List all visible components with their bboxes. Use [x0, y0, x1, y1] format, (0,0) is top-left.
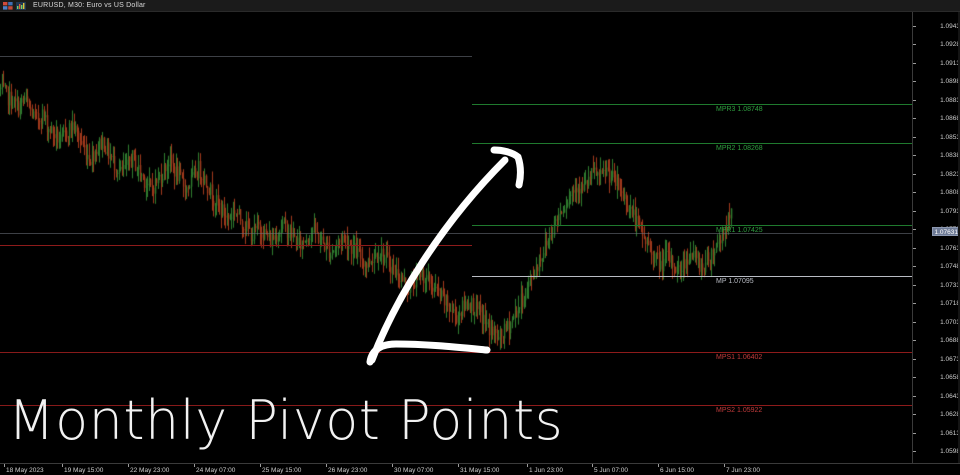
price-tick-label: 1.0748 [940, 263, 960, 270]
chart-icon[interactable] [16, 1, 26, 10]
caption-text: Monthly Pivot Points [8, 389, 564, 452]
time-tick-label: 1 Jun 23:00 [529, 467, 563, 474]
time-tick-mark [260, 464, 261, 467]
window-titlebar: EURUSD, M30: Euro vs US Dollar [0, 0, 960, 12]
time-tick-mark [194, 464, 195, 467]
price-tick-mark [913, 63, 916, 64]
price-tick-label: 1.0913 [940, 60, 960, 67]
price-tick-mark [913, 174, 916, 175]
price-tick-mark [913, 285, 916, 286]
price-tick-label: 1.0808 [940, 189, 960, 196]
time-tick-mark [62, 464, 63, 467]
time-tick-label: 5 Jun 07:00 [594, 467, 628, 474]
time-tick-label: 30 May 07:00 [394, 467, 434, 474]
time-tick-mark [724, 464, 725, 467]
pivot-line-mpr1 [472, 225, 912, 226]
price-tick-label: 1.0823 [940, 171, 960, 178]
price-tick-mark [913, 192, 916, 193]
price-tick-mark [913, 81, 916, 82]
price-tick-label: 1.0613 [940, 430, 960, 437]
time-tick-mark [4, 464, 5, 467]
pivot-label-mps2: MPS2 1.05922 [716, 407, 763, 414]
pivot-line-mps1-left [0, 352, 472, 353]
time-axis[interactable]: 18 May 2023 19 May 15:00 22 May 23:00 24 Ma… [0, 463, 960, 475]
time-tick-mark [392, 464, 393, 467]
guide-line [0, 56, 472, 57]
price-tick-label: 1.0718 [940, 300, 960, 307]
pivot-line-mpr3 [472, 104, 912, 105]
chart-plot-area[interactable]: MPR3 1.08748 MPR2 1.08268 MPR1 1.07425 MP 1… [0, 12, 912, 463]
price-tick-mark [913, 303, 916, 304]
price-tick-label: 1.0673 [940, 356, 960, 363]
pivot-line-historic [0, 245, 472, 246]
time-tick-label: 31 May 15:00 [460, 467, 500, 474]
right-edge-strip [958, 12, 960, 463]
price-tick-label: 1.0598 [940, 448, 960, 455]
price-tick-label: 1.0643 [940, 393, 960, 400]
pivot-label-mpr2: MPR2 1.08268 [716, 145, 763, 152]
time-tick-label: 6 Jun 15:00 [660, 467, 694, 474]
price-tick-mark [913, 137, 916, 138]
price-tick-label: 1.0703 [940, 319, 960, 326]
time-tick-label: 26 May 23:00 [328, 467, 368, 474]
price-tick-mark [913, 229, 916, 230]
price-tick-label: 1.0628 [940, 411, 960, 418]
time-tick-label: 22 May 23:00 [130, 467, 170, 474]
pivot-line-mps2 [472, 405, 912, 406]
time-tick-mark [592, 464, 593, 467]
price-tick-mark [913, 377, 916, 378]
price-tick-label: 1.0838 [940, 152, 960, 159]
price-tick-mark [913, 340, 916, 341]
time-tick-label: 25 May 15:00 [262, 467, 302, 474]
price-tick-mark [913, 396, 916, 397]
price-tick-mark [913, 451, 916, 452]
time-tick-mark [527, 464, 528, 467]
pivot-label-mpr1: MPR1 1.07425 [716, 227, 763, 234]
price-tick-mark [913, 266, 916, 267]
time-tick-label: 7 Jun 23:00 [726, 467, 760, 474]
time-tick-label: 18 May 2023 [6, 467, 44, 474]
price-tick-label: 1.0688 [940, 337, 960, 344]
pivot-label-mps1: MPS1 1.06402 [716, 354, 763, 361]
price-tick-label: 1.0763 [940, 245, 960, 252]
price-tick-mark [913, 414, 916, 415]
pivot-label-mpr3: MPR3 1.08748 [716, 106, 763, 113]
price-tick-mark [913, 100, 916, 101]
price-tick-mark [913, 248, 916, 249]
current-price-label: 1.07631 [931, 227, 960, 236]
price-tick-mark [913, 359, 916, 360]
grid-icon[interactable] [3, 1, 13, 10]
pivot-label-mp: MP 1.07095 [716, 278, 754, 285]
price-tick-label: 1.0658 [940, 374, 960, 381]
pivot-line-mps2-left [0, 405, 472, 406]
price-tick-mark [913, 433, 916, 434]
price-tick-label: 1.0928 [940, 41, 960, 48]
guide-line [0, 233, 912, 234]
time-tick-mark [458, 464, 459, 467]
time-tick-mark [128, 464, 129, 467]
time-tick-mark [658, 464, 659, 467]
price-tick-label: 1.0868 [940, 115, 960, 122]
price-tick-mark [913, 211, 916, 212]
price-tick-label: 1.0883 [940, 97, 960, 104]
price-tick-mark [913, 322, 916, 323]
pivot-line-mps1 [472, 352, 912, 353]
price-axis[interactable]: 1.0943 1.0928 1.0913 1.0898 1.0883 1.0868 1.08… [912, 12, 960, 463]
price-tick-label: 1.0853 [940, 134, 960, 141]
pivot-line-mpr2 [472, 143, 912, 144]
time-tick-mark [326, 464, 327, 467]
price-tick-label: 1.0898 [940, 78, 960, 85]
price-tick-mark [913, 118, 916, 119]
price-tick-mark [913, 26, 916, 27]
price-tick-label: 1.0943 [940, 23, 960, 30]
price-tick-mark [913, 44, 916, 45]
time-tick-label: 24 May 07:00 [196, 467, 236, 474]
window-title: EURUSD, M30: Euro vs US Dollar [33, 2, 146, 9]
price-tick-mark [913, 155, 916, 156]
pivot-line-mp [472, 276, 912, 277]
price-tick-label: 1.0793 [940, 208, 960, 215]
time-tick-label: 19 May 15:00 [64, 467, 104, 474]
price-tick-label: 1.0733 [940, 282, 960, 289]
